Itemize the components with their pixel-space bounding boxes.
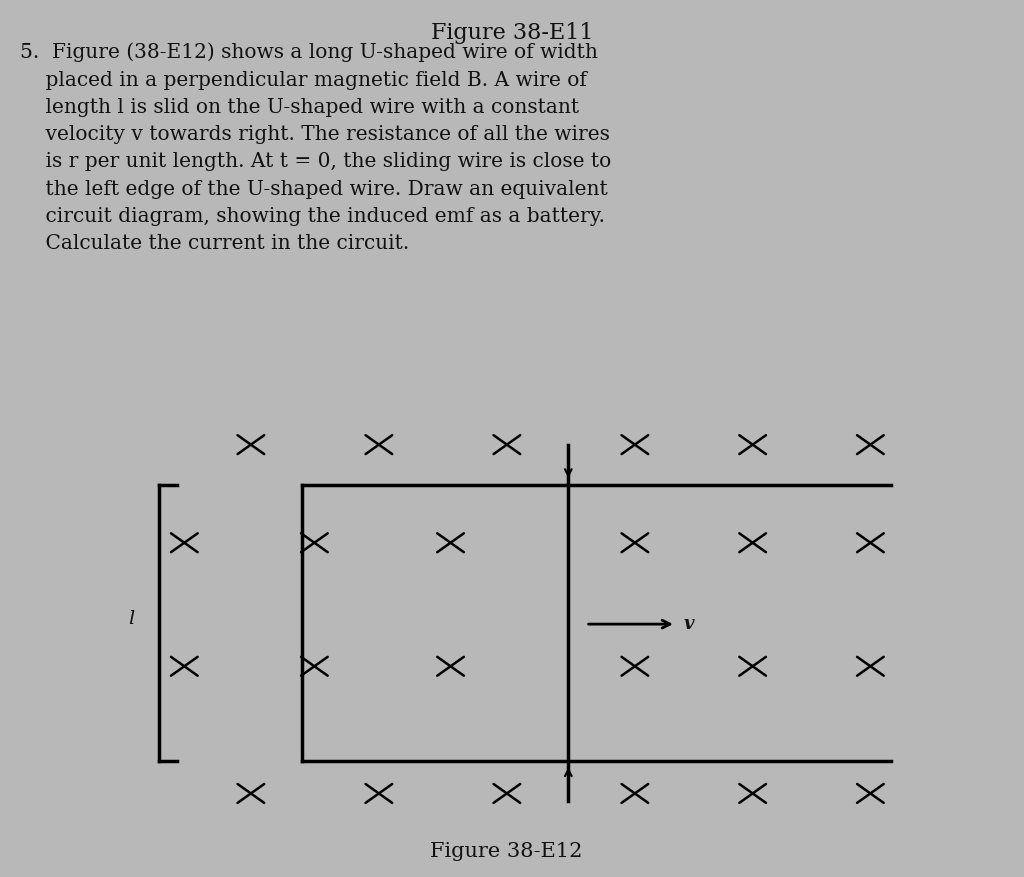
Text: v: v — [684, 615, 694, 633]
Text: Figure 38-E11: Figure 38-E11 — [431, 22, 593, 44]
Text: 5.  Figure (38-E12) shows a long U-shaped wire of width
    placed in a perpendi: 5. Figure (38-E12) shows a long U-shaped… — [20, 43, 611, 253]
Text: Figure 38-E12: Figure 38-E12 — [430, 842, 583, 861]
Text: l: l — [128, 610, 134, 628]
